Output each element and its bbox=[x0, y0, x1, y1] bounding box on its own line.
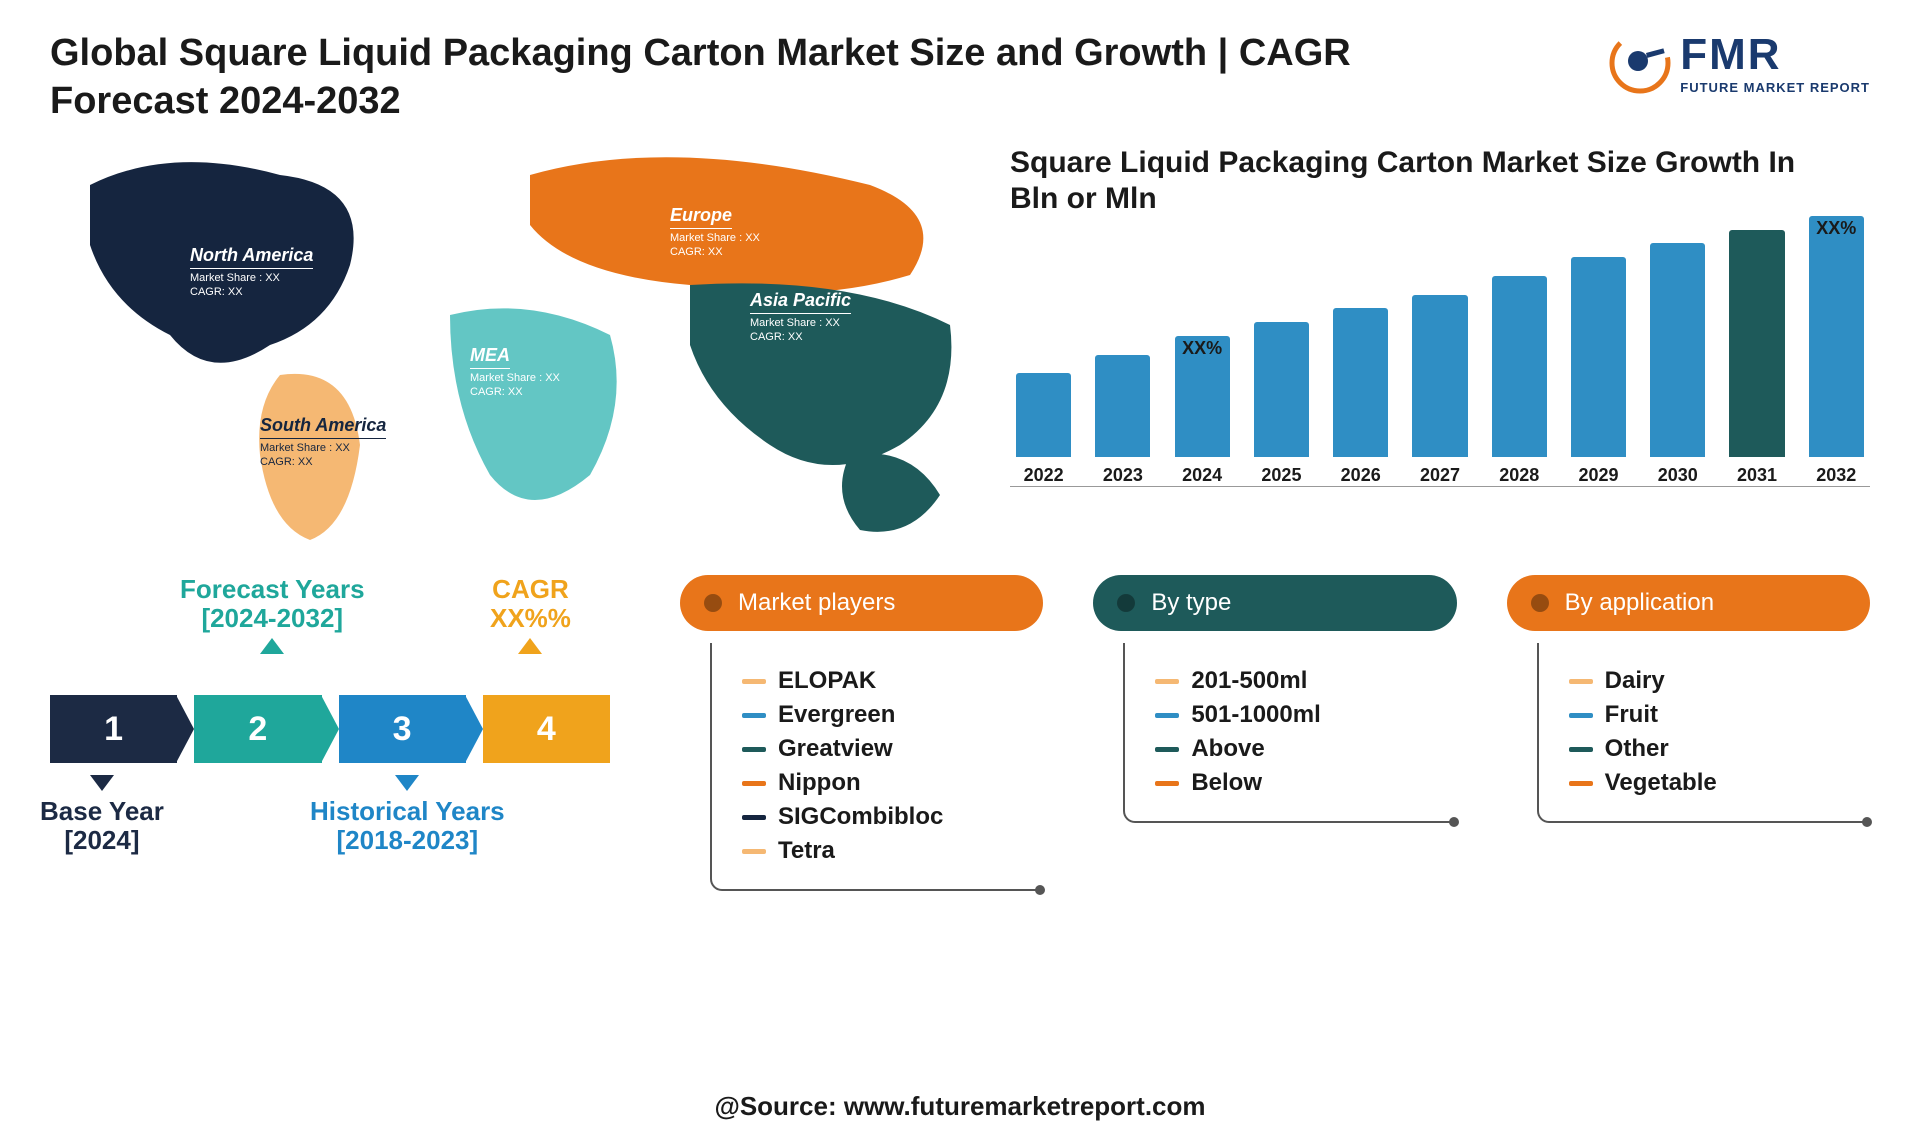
bar bbox=[1571, 257, 1626, 457]
logo: FMR FUTURE MARKET REPORT bbox=[1608, 30, 1870, 95]
bar bbox=[1095, 355, 1150, 457]
logo-abbr: FMR bbox=[1680, 30, 1870, 80]
bar bbox=[1254, 322, 1309, 457]
category-list: 201-500ml 501-1000ml Above Below bbox=[1123, 643, 1456, 823]
category-list: ELOPAK Evergreen Greatview Nippon SIGCombibl… bbox=[710, 643, 1043, 891]
bar bbox=[1809, 216, 1864, 457]
bar bbox=[1650, 243, 1705, 457]
region-label-north-america: North AmericaMarket Share : XXCAGR: XX bbox=[190, 245, 313, 300]
bar-col-2032: XX%2032 bbox=[1803, 216, 1870, 486]
bar-col-2030: 2030 bbox=[1644, 243, 1711, 486]
bar-year: 2029 bbox=[1578, 465, 1618, 486]
list-item: Dairy bbox=[1569, 667, 1870, 695]
bar-year: 2031 bbox=[1737, 465, 1777, 486]
bar-year: 2025 bbox=[1261, 465, 1301, 486]
list-item: Above bbox=[1155, 735, 1456, 763]
bar-year: 2027 bbox=[1420, 465, 1460, 486]
timeline: Forecast Years [2024-2032] CAGR XX%% 123… bbox=[50, 575, 640, 855]
bar-col-2025: 2025 bbox=[1248, 322, 1315, 486]
category-by-type: By type 201-500ml 501-1000ml Above Below bbox=[1093, 575, 1456, 891]
cagr-label: CAGR XX%% bbox=[490, 575, 571, 654]
list-item: Vegetable bbox=[1569, 769, 1870, 797]
list-item: 501-1000ml bbox=[1155, 701, 1456, 729]
timeline-seg-2: 2 bbox=[194, 695, 321, 763]
bar-col-2022: 2022 bbox=[1010, 373, 1077, 486]
timeline-seg-1: 1 bbox=[50, 695, 177, 763]
bar bbox=[1492, 276, 1547, 457]
list-item: SIGCombibloc bbox=[742, 803, 1043, 831]
page-title: Global Square Liquid Packaging Carton Ma… bbox=[50, 30, 1450, 125]
bar bbox=[1016, 373, 1071, 457]
base-year-label: Base Year [2024] bbox=[40, 775, 164, 854]
list-item: Fruit bbox=[1569, 701, 1870, 729]
source-attribution: @Source: www.futuremarketreport.com bbox=[0, 1091, 1920, 1122]
bar-col-2023: 2023 bbox=[1089, 355, 1156, 486]
categories: Market players ELOPAK Evergreen Greatview Ni… bbox=[680, 575, 1870, 891]
bar bbox=[1333, 308, 1388, 457]
bar-col-2029: 2029 bbox=[1565, 257, 1632, 486]
list-item: Greatview bbox=[742, 735, 1043, 763]
bar bbox=[1412, 295, 1467, 458]
bar-col-2031: 2031 bbox=[1723, 230, 1790, 487]
region-label-south-america: South AmericaMarket Share : XXCAGR: XX bbox=[260, 415, 386, 470]
category-list: Dairy Fruit Other Vegetable bbox=[1537, 643, 1870, 823]
category-by-application: By application Dairy Fruit Other Vegetable bbox=[1507, 575, 1870, 891]
timeline-bar: 1234 bbox=[50, 695, 610, 763]
world-map: North AmericaMarket Share : XXCAGR: XX So… bbox=[50, 145, 970, 545]
logo-subtitle: FUTURE MARKET REPORT bbox=[1680, 80, 1870, 95]
bar-year: 2022 bbox=[1024, 465, 1064, 486]
list-item: Evergreen bbox=[742, 701, 1043, 729]
region-label-europe: EuropeMarket Share : XXCAGR: XX bbox=[670, 205, 760, 260]
forecast-label: Forecast Years [2024-2032] bbox=[180, 575, 365, 654]
bar-col-2027: 2027 bbox=[1406, 295, 1473, 487]
category-pill: By type bbox=[1093, 575, 1456, 631]
list-item: Tetra bbox=[742, 837, 1043, 865]
bar-year: 2023 bbox=[1103, 465, 1143, 486]
region-label-mea: MEAMarket Share : XXCAGR: XX bbox=[470, 345, 560, 400]
bottom-row: Forecast Years [2024-2032] CAGR XX%% 123… bbox=[50, 575, 1870, 891]
bar-year: 2030 bbox=[1658, 465, 1698, 486]
timeline-seg-4: 4 bbox=[483, 695, 610, 763]
bar-chart: Square Liquid Packaging Carton Market Si… bbox=[1010, 145, 1870, 545]
bar bbox=[1729, 230, 1784, 458]
bar-year: 2024 bbox=[1182, 465, 1222, 486]
list-item: Other bbox=[1569, 735, 1870, 763]
chart-title: Square Liquid Packaging Carton Market Si… bbox=[1010, 145, 1870, 217]
timeline-seg-3: 3 bbox=[339, 695, 466, 763]
list-item: 201-500ml bbox=[1155, 667, 1456, 695]
bar-year: 2026 bbox=[1341, 465, 1381, 486]
historical-label: Historical Years [2018-2023] bbox=[310, 775, 505, 854]
bar-col-2026: 2026 bbox=[1327, 308, 1394, 486]
bar-year: 2032 bbox=[1816, 465, 1856, 486]
category-market-players: Market players ELOPAK Evergreen Greatview Ni… bbox=[680, 575, 1043, 891]
list-item: Below bbox=[1155, 769, 1456, 797]
bar-year: 2028 bbox=[1499, 465, 1539, 486]
category-pill: By application bbox=[1507, 575, 1870, 631]
bar-col-2024: XX%2024 bbox=[1169, 336, 1236, 486]
top-row: North AmericaMarket Share : XXCAGR: XX So… bbox=[50, 145, 1870, 545]
list-item: Nippon bbox=[742, 769, 1043, 797]
logo-icon bbox=[1608, 31, 1672, 95]
bar-col-2028: 2028 bbox=[1486, 276, 1553, 486]
category-pill: Market players bbox=[680, 575, 1043, 631]
region-label-asia-pacific: Asia PacificMarket Share : XXCAGR: XX bbox=[750, 290, 851, 345]
bars-container: 2022 2023 XX%2024 2025 2026 2027 2028 2029 2030 2… bbox=[1010, 227, 1870, 487]
list-item: ELOPAK bbox=[742, 667, 1043, 695]
header: Global Square Liquid Packaging Carton Ma… bbox=[50, 30, 1870, 125]
region-mea bbox=[450, 308, 617, 500]
